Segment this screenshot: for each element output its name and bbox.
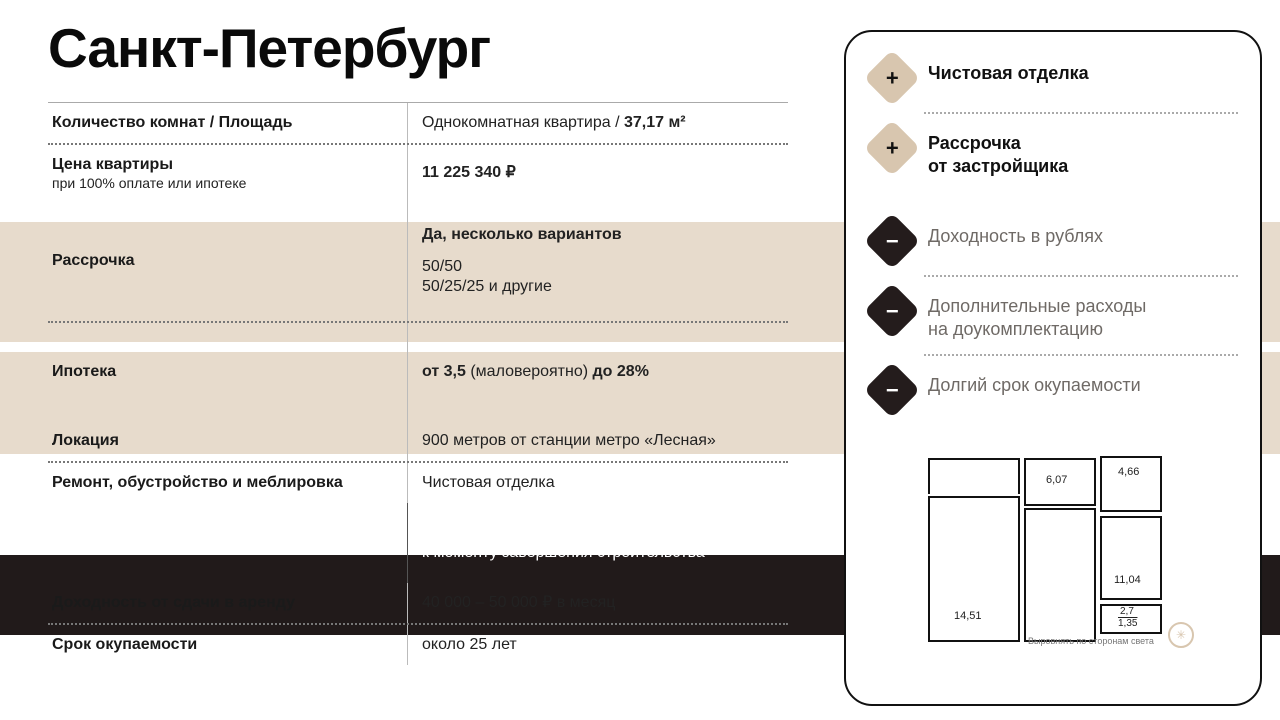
row-finish: Ремонт, обустройство и меблировка Чистов… [48,463,788,503]
row-rent: Доходность от сдачи в аренду 40 000 – 50… [48,583,788,623]
left-column: Санкт-Петербург Количество комнат / Площ… [48,20,788,665]
value-installment-head: Да, несколько вариантов [422,225,788,245]
plus-icon: + [864,50,921,107]
row-installment: Рассрочка Да, несколько вариантов 50/50 … [48,201,788,321]
label-finish: Ремонт, обустройство и меблировка [52,473,407,493]
fp-room-4 [1100,516,1162,600]
value-location: 900 метров от станции метро «Лесная» [422,431,788,451]
compass-icon: ✳ [1168,622,1194,648]
value-finish: Чистовая отделка [422,473,788,493]
page-title: Санкт-Петербург [48,20,788,78]
row-rooms: Количество комнат / Площадь Однокомнатна… [48,103,788,143]
fp-caption: Выровнять по сторонам света [1028,636,1154,646]
label-installment: Рассрочка [52,251,407,271]
feature-minus-2-text: Дополнительные расходы на доукомплектаци… [928,289,1146,340]
fp-area-5b: 1,35 [1118,618,1137,629]
feature-plus-1: + Чистовая отделка [868,56,1238,98]
row-location: Локация 900 метров от станции метро «Лес… [48,421,788,461]
row-payback: Срок окупаемости около 25 лет [48,625,788,665]
label-forecast: Прогноз по росту стоимости [52,533,407,553]
sep [924,112,1238,114]
feature-minus-3: − Долгий срок окупаемости [868,368,1238,410]
feature-plus-2-text: Рассрочка от застройщика [928,126,1068,177]
value-forecast-bold: 35-45% [422,523,788,543]
value-payback: около 25 лет [422,635,788,655]
summary-card: + Чистовая отделка + Рассрочка от застро… [844,30,1262,706]
row-mortgage: Ипотека от 3,5 (маловероятно) до 28% [48,323,788,421]
page: Санкт-Петербург Количество комнат / Площ… [0,0,1280,720]
value-forecast-sub: к моменту завершения строительства [422,543,788,563]
value-price: 11 225 340 ₽ [422,163,788,183]
floorplan: 14,51 6,07 4,66 11,04 2,7 1,35 Выровнять… [918,424,1188,646]
minus-icon: − [864,213,921,270]
fp-area-4: 11,04 [1114,574,1141,586]
minus-icon: − [864,362,921,419]
value-installment-l2: 50/25/25 и другие [422,277,788,297]
row-price: Цена квартиры при 100% оплате или ипотек… [48,145,788,201]
value-rooms: Однокомнатная квартира / 37,17 м² [422,113,788,133]
label-price-sub: при 100% оплате или ипотеке [52,175,407,191]
value-mortgage: от 3,5 (маловероятно) до 28% [422,362,788,382]
feature-minus-3-text: Долгий срок окупаемости [928,368,1141,397]
plus-icon: + [864,120,921,177]
feature-minus-1: − Доходность в рублях [868,219,1238,261]
sep [924,275,1238,277]
label-price: Цена квартиры [52,155,407,175]
sep [924,354,1238,356]
label-rooms: Количество комнат / Площадь [52,113,407,133]
fp-area-5a: 2,7 [1120,606,1134,617]
feature-plus-2: + Рассрочка от застройщика [868,126,1238,177]
minus-icon: − [864,283,921,340]
feature-minus-2: − Дополнительные расходы на доукомплекта… [868,289,1238,340]
feature-plus-1-text: Чистовая отделка [928,56,1089,85]
label-rent: Доходность от сдачи в аренду [52,593,407,613]
label-location: Локация [52,431,407,451]
fp-room-3 [1100,456,1162,512]
feature-minus-1-text: Доходность в рублях [928,219,1103,248]
label-payback: Срок окупаемости [52,635,407,655]
fp-area-1: 14,51 [954,610,982,622]
fp-area-2: 6,07 [1046,474,1067,486]
label-mortgage: Ипотека [52,362,407,382]
fp-area-3: 4,66 [1118,466,1139,478]
fp-wall [928,458,1020,494]
row-forecast: Прогноз по росту стоимости 35-45% к моме… [48,503,788,583]
fp-room-2b [1024,508,1096,642]
value-rent: 40 000 – 50 000 ₽ в месяц [422,593,788,613]
value-installment-l1: 50/50 [422,257,788,277]
